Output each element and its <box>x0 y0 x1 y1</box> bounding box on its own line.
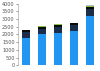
Bar <box>70 23 78 25</box>
Bar <box>86 9 94 16</box>
Bar <box>22 32 30 37</box>
Bar <box>54 25 62 27</box>
Bar <box>86 7 94 9</box>
Bar <box>38 26 46 27</box>
Bar <box>38 29 46 34</box>
Bar <box>54 24 62 25</box>
Bar <box>70 25 78 31</box>
Bar <box>86 5 94 6</box>
Bar <box>38 27 46 29</box>
Bar <box>22 37 30 65</box>
Bar <box>86 6 94 7</box>
Bar <box>70 31 78 65</box>
Bar <box>54 33 62 65</box>
Bar <box>22 30 30 32</box>
Bar <box>54 27 62 33</box>
Bar <box>86 16 94 65</box>
Bar <box>38 34 46 65</box>
